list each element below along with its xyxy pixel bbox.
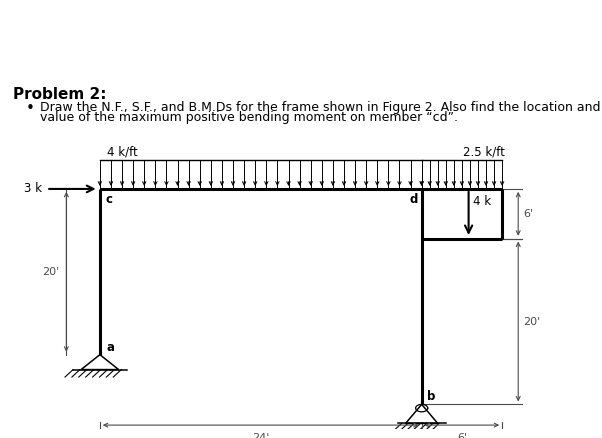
Text: 3 k: 3 k: [24, 183, 42, 195]
Text: 24': 24': [252, 433, 270, 438]
Text: 6': 6': [524, 209, 534, 219]
Text: c: c: [105, 193, 112, 206]
Text: 20': 20': [42, 267, 60, 277]
Text: a: a: [107, 341, 114, 354]
Text: 4 k/ft: 4 k/ft: [107, 145, 137, 158]
Text: Problem 2:: Problem 2:: [13, 87, 106, 102]
Text: 2.5 k/ft: 2.5 k/ft: [463, 145, 505, 158]
Text: 20': 20': [524, 317, 541, 326]
Text: Draw the N.F., S.F., and B.M.Ds for the frame shown in Figure 2. Also find the l: Draw the N.F., S.F., and B.M.Ds for the …: [40, 101, 602, 114]
Text: •: •: [26, 101, 35, 116]
Text: value of the maximum positive bending moment on member “cd”.: value of the maximum positive bending mo…: [40, 111, 458, 124]
Text: 6': 6': [457, 433, 467, 438]
Text: 4 k: 4 k: [473, 195, 491, 208]
Text: d: d: [409, 193, 418, 206]
Text: b: b: [427, 390, 435, 403]
